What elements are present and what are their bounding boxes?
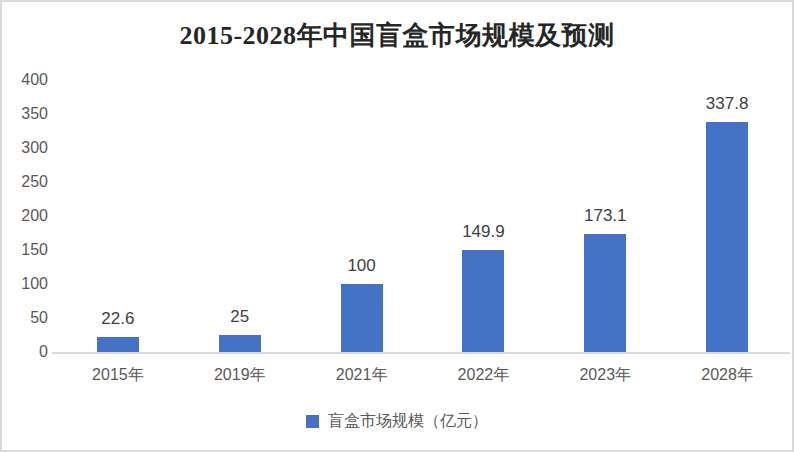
value-label: 173.1 [560,206,650,226]
y-tick-label: 100 [4,275,48,293]
y-tick-label: 300 [4,139,48,157]
x-tick-label: 2022年 [428,365,538,386]
value-label: 149.9 [438,222,528,242]
x-tick-label: 2015年 [63,365,173,386]
x-tick-label: 2028年 [672,365,782,386]
bar-2021年 [341,284,383,352]
x-tick-label: 2021年 [307,365,417,386]
y-tick-label: 150 [4,241,48,259]
blind-box-market-chart: 2015-2028年中国盲盒市场规模及预测 0 50 100 150 200 250 300… [0,0,794,452]
y-tick-label: 0 [4,343,48,361]
x-tick-label: 2023年 [550,365,660,386]
x-axis-line [52,352,790,354]
bar-2015年 [97,337,139,352]
legend-marker-icon [306,415,319,428]
y-tick-label: 250 [4,173,48,191]
value-label: 100 [317,256,407,276]
bar-2019年 [219,335,261,352]
legend: 盲盒市场规模（亿元） [2,411,792,432]
bar-2028年 [706,122,748,352]
y-tick-label: 200 [4,207,48,225]
bar-2022年 [462,250,504,352]
legend-label: 盲盒市场规模（亿元） [328,411,488,432]
bar-2023年 [584,234,626,352]
y-tick-label: 350 [4,105,48,123]
value-label: 22.6 [73,309,163,329]
value-label: 25 [195,307,285,327]
y-tick-label: 400 [4,71,48,89]
chart-title: 2015-2028年中国盲盒市场规模及预测 [2,18,792,53]
value-label: 337.8 [682,94,772,114]
y-tick-label: 50 [4,309,48,327]
x-tick-label: 2019年 [185,365,295,386]
